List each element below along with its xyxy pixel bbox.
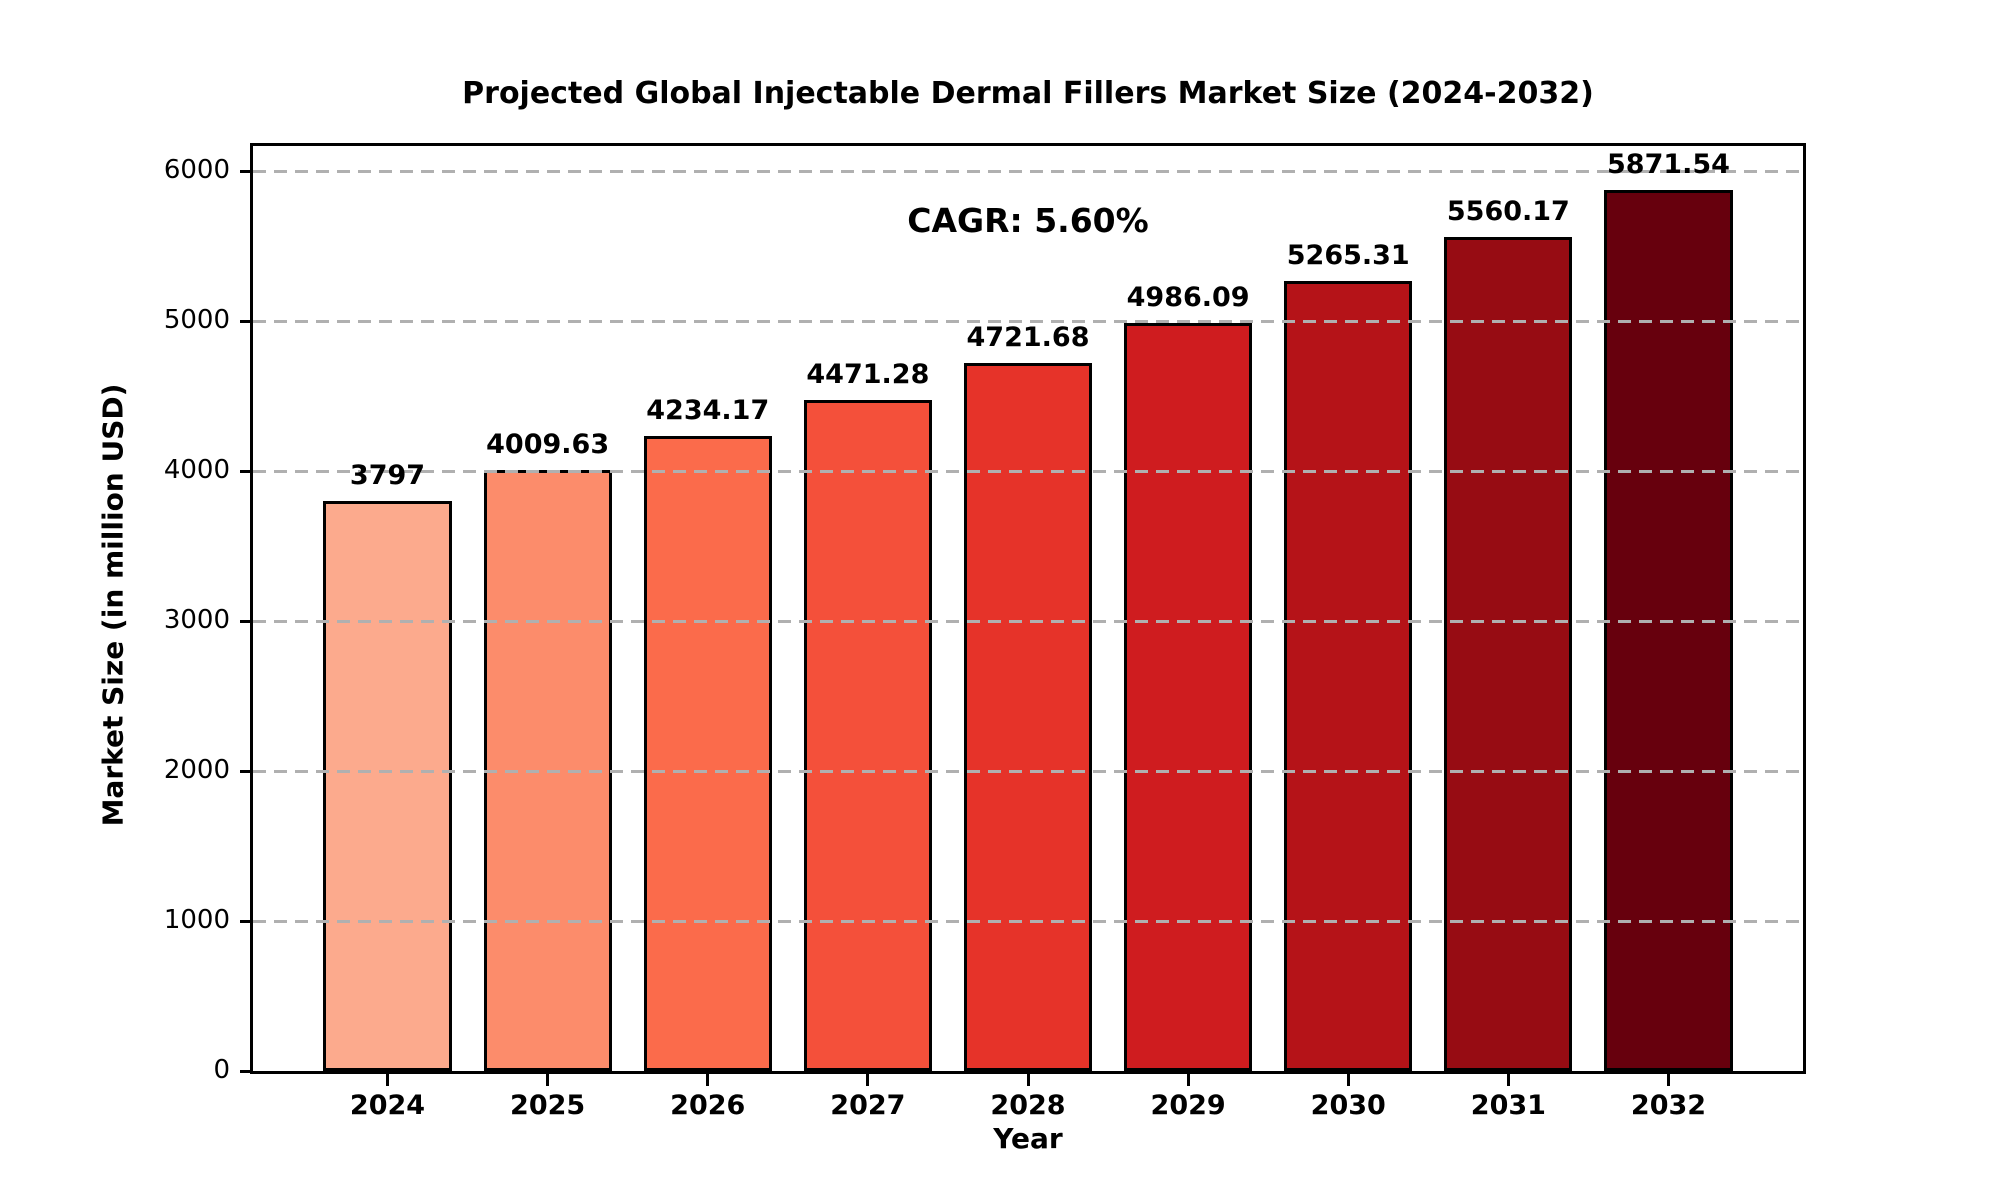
x-tick-mark-2027 (866, 1074, 870, 1086)
gridline-y-6000 (253, 169, 1803, 173)
y-tick-mark-2000 (240, 769, 250, 773)
x-tick-label-2028: 2028 (990, 1090, 1066, 1121)
bar-value-label-2031: 5560.17 (1446, 195, 1570, 227)
bar-2029 (1124, 323, 1253, 1071)
x-tick-label-2029: 2029 (1150, 1090, 1226, 1121)
plot-area: 3797 4009.63 4234.17 4471.28 4721.68 4986.09 5… (250, 143, 1806, 1074)
y-tick-label-2000: 2000 (163, 755, 230, 785)
bar-2032 (1604, 190, 1733, 1071)
y-tick-mark-0 (240, 1069, 250, 1073)
y-tick-label-1000: 1000 (163, 905, 230, 935)
y-tick-mark-5000 (240, 319, 250, 323)
x-tick-mark-2030 (1346, 1074, 1350, 1086)
x-tick-label-2031: 2031 (1470, 1090, 1546, 1121)
bar-value-label-2027: 4471.28 (806, 359, 930, 391)
x-tick-mark-2028 (1026, 1074, 1030, 1086)
y-tick-label-4000: 4000 (163, 455, 230, 485)
bar-value-label-2024: 3797 (349, 460, 426, 492)
x-tick-label-2025: 2025 (510, 1090, 586, 1121)
x-tick-label-2026: 2026 (670, 1090, 746, 1121)
x-tick-mark-2029 (1186, 1074, 1190, 1086)
x-tick-mark-2024 (386, 1074, 389, 1086)
x-tick-mark-2032 (1666, 1074, 1670, 1086)
x-tick-label-2024: 2024 (349, 1090, 426, 1121)
bar-2027 (803, 400, 932, 1071)
bar-value-label-2025: 4009.63 (486, 428, 610, 460)
y-tick-mark-1000 (240, 919, 250, 923)
y-tick-label-0: 0 (213, 1055, 230, 1085)
bar-2024 (323, 501, 452, 1071)
chart-title: Projected Global Injectable Dermal Fille… (462, 76, 1594, 111)
x-tick-mark-2026 (706, 1074, 710, 1086)
y-tick-label-6000: 6000 (163, 155, 230, 185)
bar-2025 (483, 469, 612, 1071)
bar-2031 (1444, 236, 1573, 1071)
bar-value-label-2028: 4721.68 (966, 321, 1090, 353)
bar-value-label-2032: 5871.54 (1606, 149, 1730, 181)
x-tick-label-2027: 2027 (830, 1090, 906, 1121)
y-tick-label-3000: 3000 (163, 605, 230, 635)
y-tick-label-5000: 5000 (163, 305, 230, 335)
y-tick-mark-4000 (240, 469, 250, 473)
bar-value-label-2029: 4986.09 (1126, 282, 1250, 314)
x-tick-mark-2025 (546, 1074, 550, 1086)
bar-2030 (1284, 281, 1413, 1071)
bar-value-label-2030: 5265.31 (1286, 240, 1410, 272)
bar-2026 (643, 435, 772, 1071)
bar-2028 (963, 362, 1093, 1071)
y-tick-mark-6000 (240, 169, 250, 173)
x-tick-mark-2031 (1506, 1074, 1510, 1086)
x-axis-label: Year (993, 1122, 1063, 1155)
cagr-annotation: CAGR: 5.60% (907, 201, 1149, 240)
x-tick-label-2030: 2030 (1310, 1090, 1386, 1121)
x-tick-label-2032: 2032 (1630, 1090, 1707, 1121)
y-tick-mark-3000 (240, 619, 250, 623)
bar-value-label-2026: 4234.17 (646, 394, 770, 426)
